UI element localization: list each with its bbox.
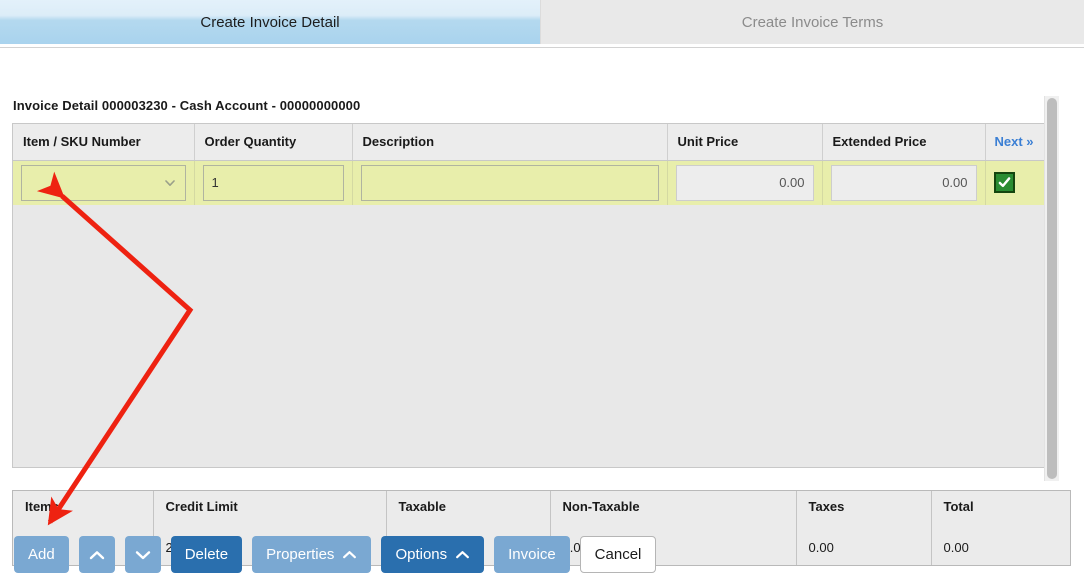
description-input[interactable]	[360, 164, 659, 201]
extended-price-input[interactable]	[830, 164, 977, 201]
action-button-bar: Add Delete Properties Options	[14, 536, 657, 573]
tab-create-invoice-detail[interactable]: Create Invoice Detail	[0, 0, 540, 44]
options-button-label: Options	[395, 546, 448, 563]
cell-order-quantity	[194, 160, 353, 205]
invoice-detail-table: Item / SKU Number Order Quantity Descrip…	[13, 124, 1052, 205]
table-header-row: Item / SKU Number Order Quantity Descrip…	[13, 124, 1052, 161]
delete-button[interactable]: Delete	[170, 536, 243, 573]
invoice-button-label: Invoice	[508, 546, 556, 563]
summary-header-credit-limit: Credit Limit	[153, 491, 387, 521]
summary-header-taxes: Taxes	[796, 491, 932, 521]
summary-header-row: Items Credit Limit Taxable Non-Taxable T…	[13, 491, 1070, 521]
column-header-extended-price: Extended Price	[822, 124, 986, 161]
order-quantity-input[interactable]	[202, 164, 344, 201]
summary-value-total: 0.00	[931, 521, 1070, 565]
vertical-scrollbar[interactable]	[1044, 96, 1059, 481]
properties-button[interactable]: Properties	[252, 536, 372, 573]
summary-header-non-taxable: Non-Taxable	[550, 491, 797, 521]
item-sku-select-wrap	[21, 164, 186, 201]
caret-up-icon	[342, 550, 357, 559]
scrollbar-thumb[interactable]	[1047, 98, 1057, 479]
item-sku-input[interactable]	[21, 164, 186, 201]
tab-label: Create Invoice Detail	[200, 13, 340, 31]
chevron-down-icon	[135, 550, 151, 560]
cancel-button-label: Cancel	[594, 546, 642, 563]
column-header-order-quantity: Order Quantity	[194, 124, 353, 161]
options-button[interactable]: Options	[381, 536, 485, 573]
page-title: Invoice Detail 000003230 - Cash Account …	[13, 98, 361, 113]
properties-button-label: Properties	[266, 546, 335, 563]
cell-confirm	[985, 160, 1052, 205]
invoice-detail-grid: Item / SKU Number Order Quantity Descrip…	[12, 123, 1053, 468]
invoice-button[interactable]: Invoice	[494, 536, 570, 573]
summary-header-taxable: Taxable	[386, 491, 551, 521]
cancel-button[interactable]: Cancel	[579, 536, 657, 573]
grid-empty-area	[13, 206, 1052, 467]
add-button[interactable]: Add	[14, 536, 69, 573]
move-up-button[interactable]	[78, 536, 115, 573]
cell-unit-price	[667, 160, 823, 205]
move-down-button[interactable]	[124, 536, 161, 573]
tab-label: Create Invoice Terms	[741, 13, 884, 31]
caret-up-icon	[455, 550, 470, 559]
chevron-up-icon	[89, 550, 105, 560]
tab-strip-underline	[0, 44, 1084, 48]
add-button-label: Add	[28, 546, 55, 563]
next-page-link[interactable]: Next »	[994, 134, 1034, 150]
cell-description	[352, 160, 668, 205]
delete-button-label: Delete	[184, 546, 229, 563]
column-header-unit-price: Unit Price	[667, 124, 823, 161]
content-panel: Invoice Detail 000003230 - Cash Account …	[0, 48, 1071, 582]
cell-extended-price	[822, 160, 986, 205]
summary-value-taxes: 0.00	[796, 521, 932, 565]
tab-create-invoice-terms[interactable]: Create Invoice Terms	[540, 0, 1084, 44]
column-header-description: Description	[352, 124, 668, 161]
summary-header-total: Total	[931, 491, 1070, 521]
table-row	[13, 160, 1052, 205]
column-header-item-sku: Item / SKU Number	[13, 124, 195, 161]
check-icon[interactable]	[993, 172, 1015, 194]
column-header-next: Next »	[985, 124, 1052, 161]
unit-price-input[interactable]	[675, 164, 814, 201]
tab-strip: Create Invoice Detail Create Invoice Ter…	[0, 0, 1084, 44]
summary-header-items: Items	[13, 491, 154, 521]
cell-item-sku	[13, 160, 195, 205]
